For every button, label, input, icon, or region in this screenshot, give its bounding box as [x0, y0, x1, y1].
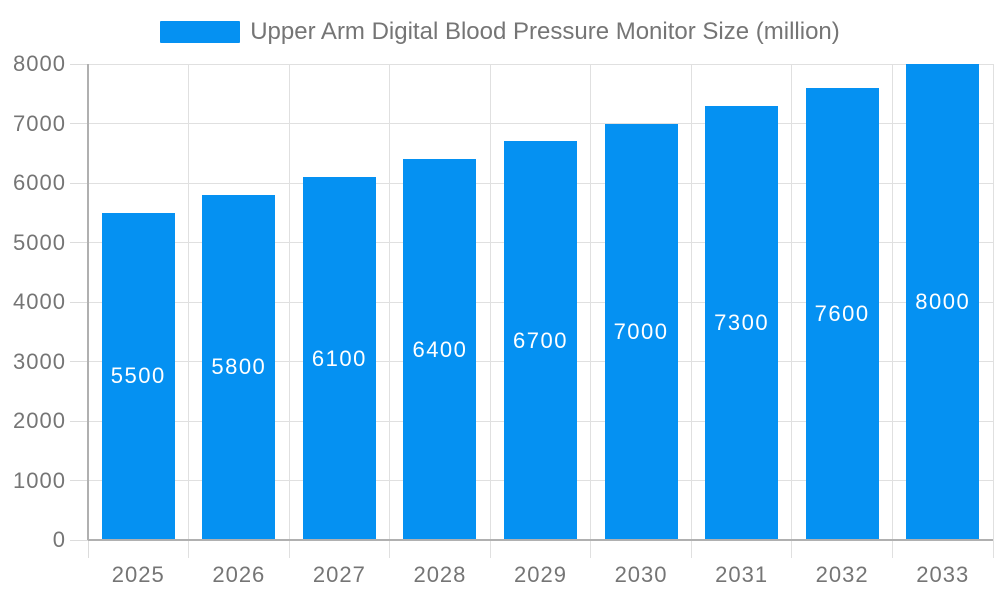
x-axis-label: 2031	[715, 562, 769, 587]
x-axis-line	[88, 539, 993, 541]
legend[interactable]: Upper Arm Digital Blood Pressure Monitor…	[0, 18, 1000, 46]
bar-2031[interactable]	[705, 105, 779, 540]
bar-2033[interactable]	[906, 64, 980, 540]
legend-swatch-icon	[160, 21, 241, 43]
y-axis-label: 1000	[13, 467, 66, 493]
gridline-v	[389, 64, 391, 558]
bar-2025[interactable]	[101, 212, 175, 540]
y-tick	[70, 480, 88, 481]
bar-2030[interactable]	[604, 123, 678, 540]
y-tick	[70, 301, 88, 303]
y-tick	[70, 63, 88, 65]
y-tick	[70, 182, 88, 184]
y-axis-line	[87, 64, 89, 540]
gridline-h	[88, 123, 993, 124]
y-tick	[70, 242, 88, 243]
y-tick	[70, 361, 88, 362]
y-axis-label: 6000	[13, 170, 66, 195]
bar-2032[interactable]	[805, 87, 879, 540]
x-axis-label: 2026	[212, 562, 266, 587]
x-tick	[87, 540, 89, 558]
x-axis-label: 2033	[916, 562, 970, 587]
legend-label: Upper Arm Digital Blood Pressure Monitor…	[250, 18, 840, 45]
bar-2029[interactable]	[504, 141, 577, 540]
y-axis-label: 2000	[13, 408, 66, 433]
gridline-v	[992, 64, 994, 558]
y-axis-label: 7000	[13, 110, 66, 136]
x-axis-label: 2027	[312, 562, 366, 587]
y-tick	[70, 420, 88, 422]
y-axis-label: 4000	[13, 289, 66, 314]
x-axis-label: 2032	[815, 562, 869, 587]
y-axis-label: 0	[52, 527, 66, 552]
gridline-v	[489, 64, 491, 558]
gridline-h	[88, 63, 993, 65]
y-tick	[70, 539, 88, 541]
x-axis-label: 2030	[614, 562, 668, 587]
y-axis-label: 5000	[13, 229, 66, 255]
y-axis-label: 8000	[13, 51, 66, 76]
gridline-v	[690, 64, 692, 558]
bar-2027[interactable]	[302, 177, 376, 540]
y-tick	[70, 123, 88, 124]
x-axis-label: 2028	[413, 562, 467, 587]
bar-2028[interactable]	[403, 159, 477, 540]
gridline-v	[288, 64, 290, 558]
gridline-v	[188, 64, 190, 558]
x-axis-label: 2029	[514, 562, 567, 587]
gridline-v	[791, 64, 793, 558]
x-axis-label: 2025	[111, 562, 165, 587]
y-axis-label: 3000	[13, 348, 66, 374]
gridline-v	[590, 64, 592, 558]
bar-2026[interactable]	[202, 194, 276, 540]
gridline-v	[891, 64, 893, 558]
